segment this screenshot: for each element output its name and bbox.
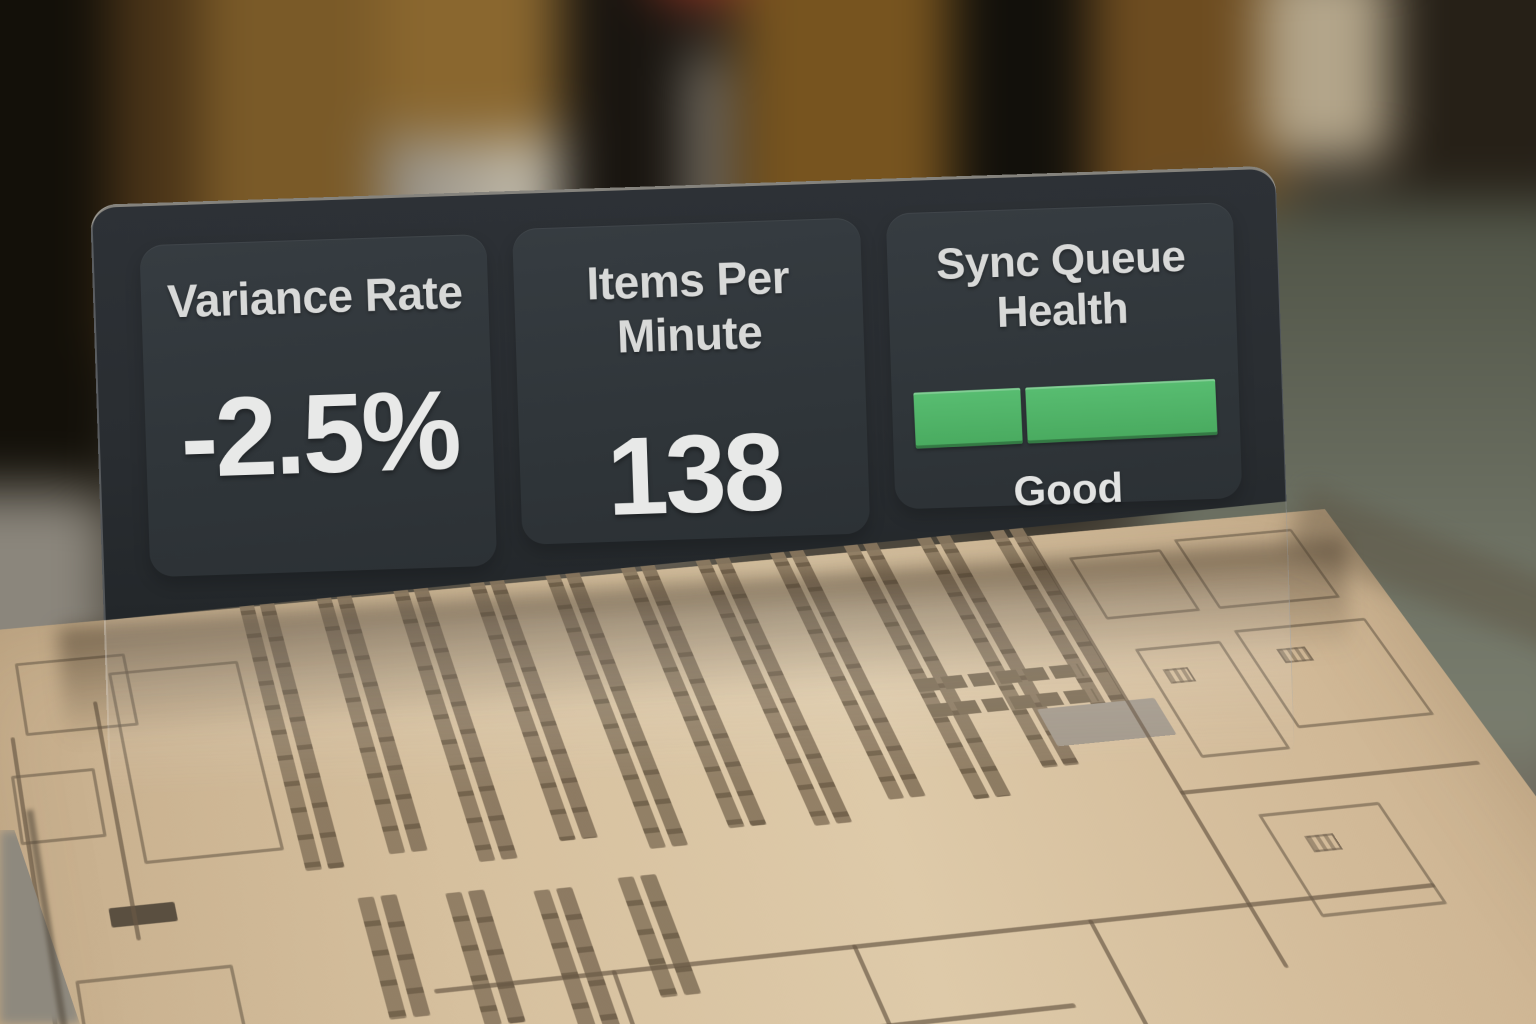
floorplan-wall	[851, 944, 913, 1024]
kpi-card-variance-rate: Variance Rate -2.5%	[139, 234, 497, 577]
kpi-card-row: Variance Rate -2.5% Items Per Minute 138…	[90, 166, 1288, 579]
health-bar-segment	[914, 388, 1024, 449]
card-title: Variance Rate	[166, 265, 464, 328]
glass-slab: Variance Rate -2.5% Items Per Minute 138…	[90, 165, 1296, 805]
card-value: -2.5%	[178, 366, 461, 502]
sync-health-bar	[914, 379, 1218, 449]
floorplan-wall	[166, 1003, 1077, 1024]
floorplan-room	[75, 964, 253, 1024]
rack-row	[533, 887, 624, 1024]
rack-row	[617, 874, 703, 998]
rack-row	[357, 894, 433, 1020]
kpi-card-items-per-minute: Items Per Minute 138	[512, 217, 870, 544]
rack-row	[445, 889, 528, 1024]
card-value: 138	[604, 410, 784, 539]
background-blob	[380, 0, 560, 140]
card-title: Items Per Minute	[585, 250, 790, 363]
card-title: Sync Queue Health	[935, 231, 1187, 337]
health-status-label: Good	[1012, 463, 1124, 515]
kpi-card-sync-queue-health: Sync Queue Health Good	[885, 202, 1242, 509]
floorplan-wall	[1087, 919, 1172, 1024]
health-bar-segment	[1026, 379, 1218, 444]
background-blob	[1260, 0, 1400, 160]
background-blob	[1390, 0, 1536, 230]
floorplan-block	[108, 901, 179, 928]
floorplan-room	[10, 767, 107, 846]
kpi-dashboard-panel: Variance Rate -2.5% Items Per Minute 138…	[90, 166, 1290, 647]
